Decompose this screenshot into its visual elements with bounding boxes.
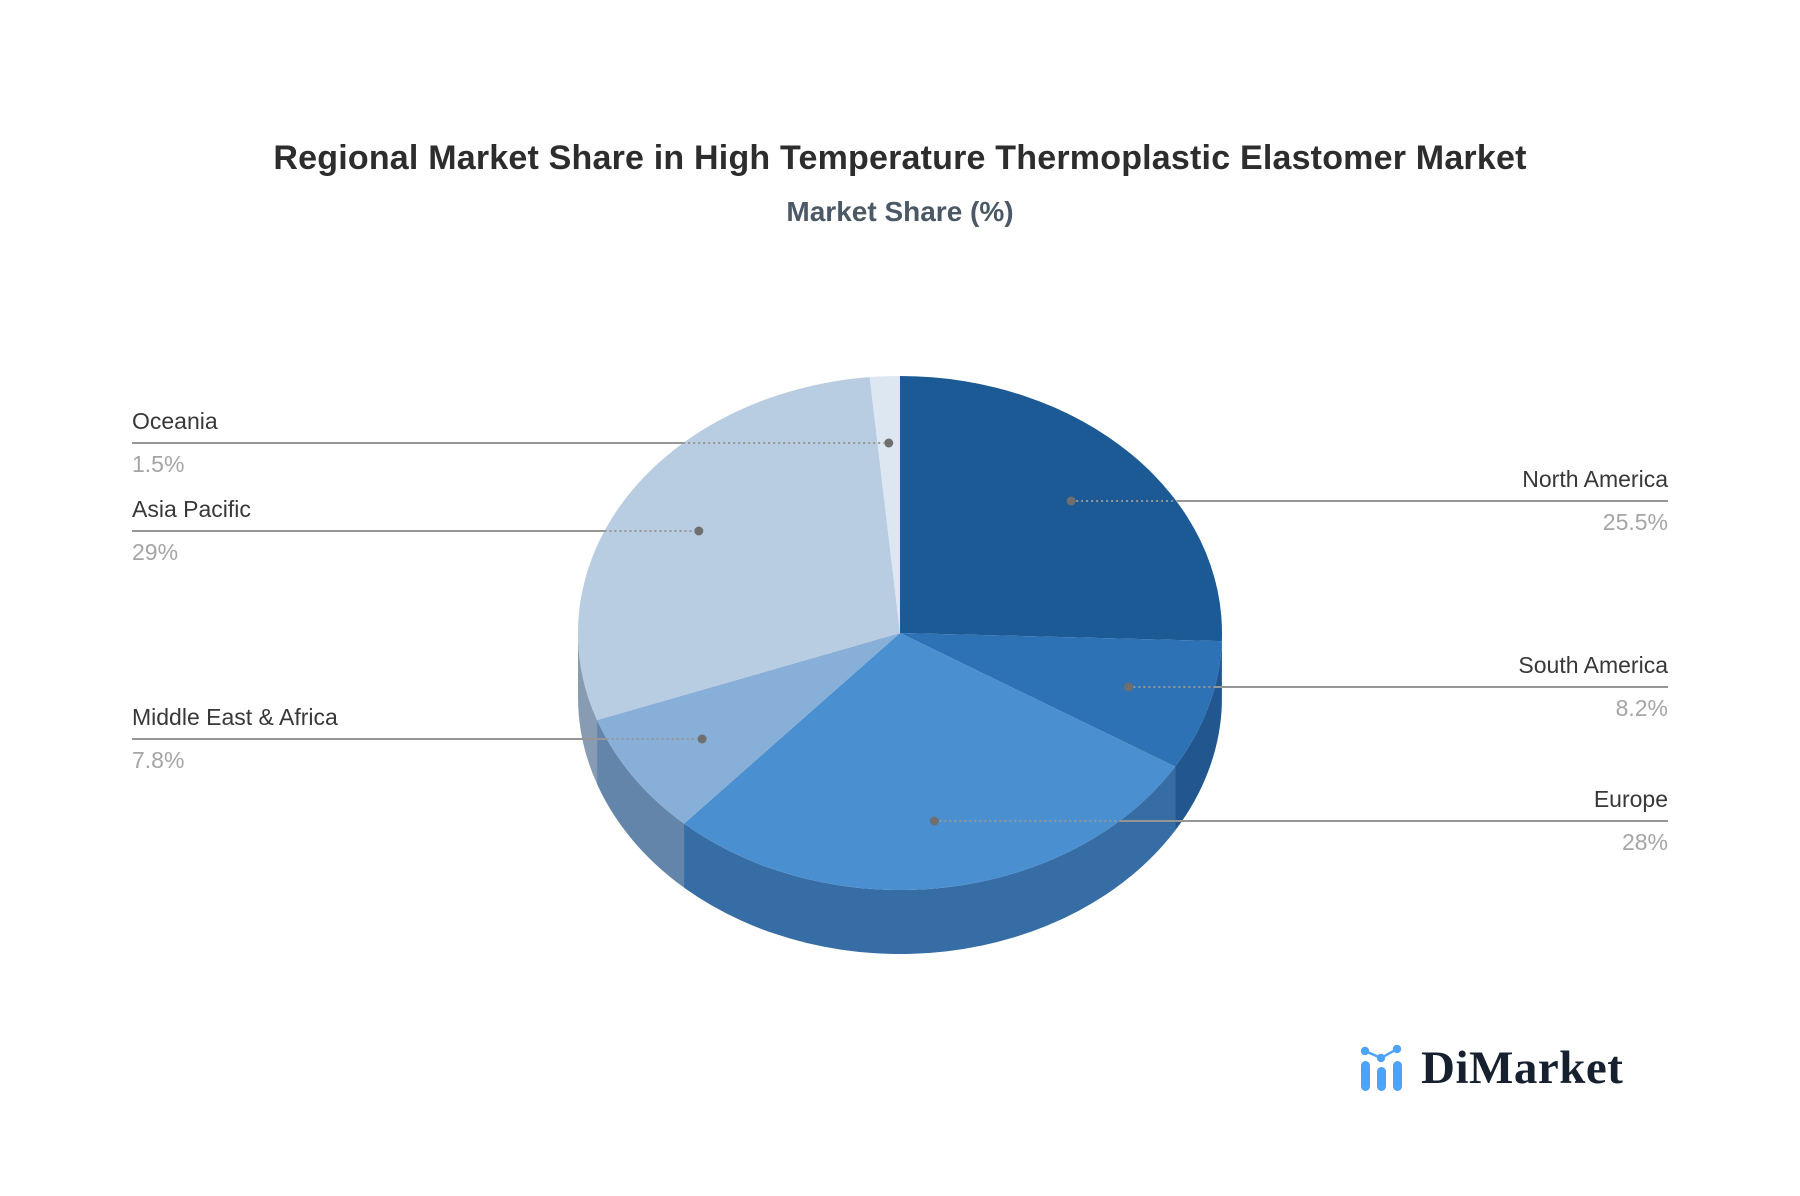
chart-title: Regional Market Share in High Temperatur…: [273, 139, 1527, 177]
slice-value-europe: 28%: [1621, 829, 1668, 855]
slice-value-asia-pacific: 29%: [132, 539, 179, 565]
slice-label-south-america: South America: [1518, 652, 1668, 678]
slice-value-north-america: 25.5%: [1602, 509, 1668, 535]
brand-logo: DiMarket: [1360, 1040, 1623, 1096]
slice-south-america[interactable]: [900, 633, 1222, 767]
logo-text: DiMarket: [1421, 1042, 1624, 1094]
slice-value-oceania: 1.5%: [132, 451, 185, 477]
slice-side-europe: [684, 766, 1176, 954]
leader-dot-middle-east-and-africa: [697, 734, 707, 744]
slice-value-middle-east-and-africa: 7.8%: [132, 747, 185, 773]
slice-value-south-america: 8.2%: [1615, 695, 1668, 721]
slice-side-middle-east-and-africa: [597, 720, 685, 888]
slice-label-asia-pacific: Asia Pacific: [132, 496, 251, 522]
slice-label-europe: Europe: [1593, 786, 1668, 812]
slice-north-america[interactable]: [900, 376, 1222, 642]
leader-dot-north-america: [1066, 496, 1076, 506]
slice-side-asia-pacific: [578, 633, 598, 785]
slice-side-south-america: [1175, 641, 1222, 831]
slice-oceania[interactable]: [869, 376, 900, 633]
chart-subtitle: Market Share (%): [786, 196, 1014, 227]
logo-bars-icon: [1360, 1045, 1402, 1091]
slice-label-middle-east-and-africa: Middle East & Africa: [132, 704, 338, 730]
slice-asia-pacific[interactable]: [577, 377, 900, 721]
slice-middle-east-and-africa[interactable]: [597, 633, 900, 824]
leader-dot-oceania: [884, 438, 894, 448]
slice-europe[interactable]: [684, 633, 1176, 890]
slice-label-oceania: Oceania: [132, 408, 218, 434]
leader-dot-asia-pacific: [694, 526, 704, 536]
leader-dot-south-america: [1123, 682, 1133, 692]
slice-label-north-america: North America: [1522, 466, 1668, 492]
leader-dot-europe: [929, 816, 939, 826]
